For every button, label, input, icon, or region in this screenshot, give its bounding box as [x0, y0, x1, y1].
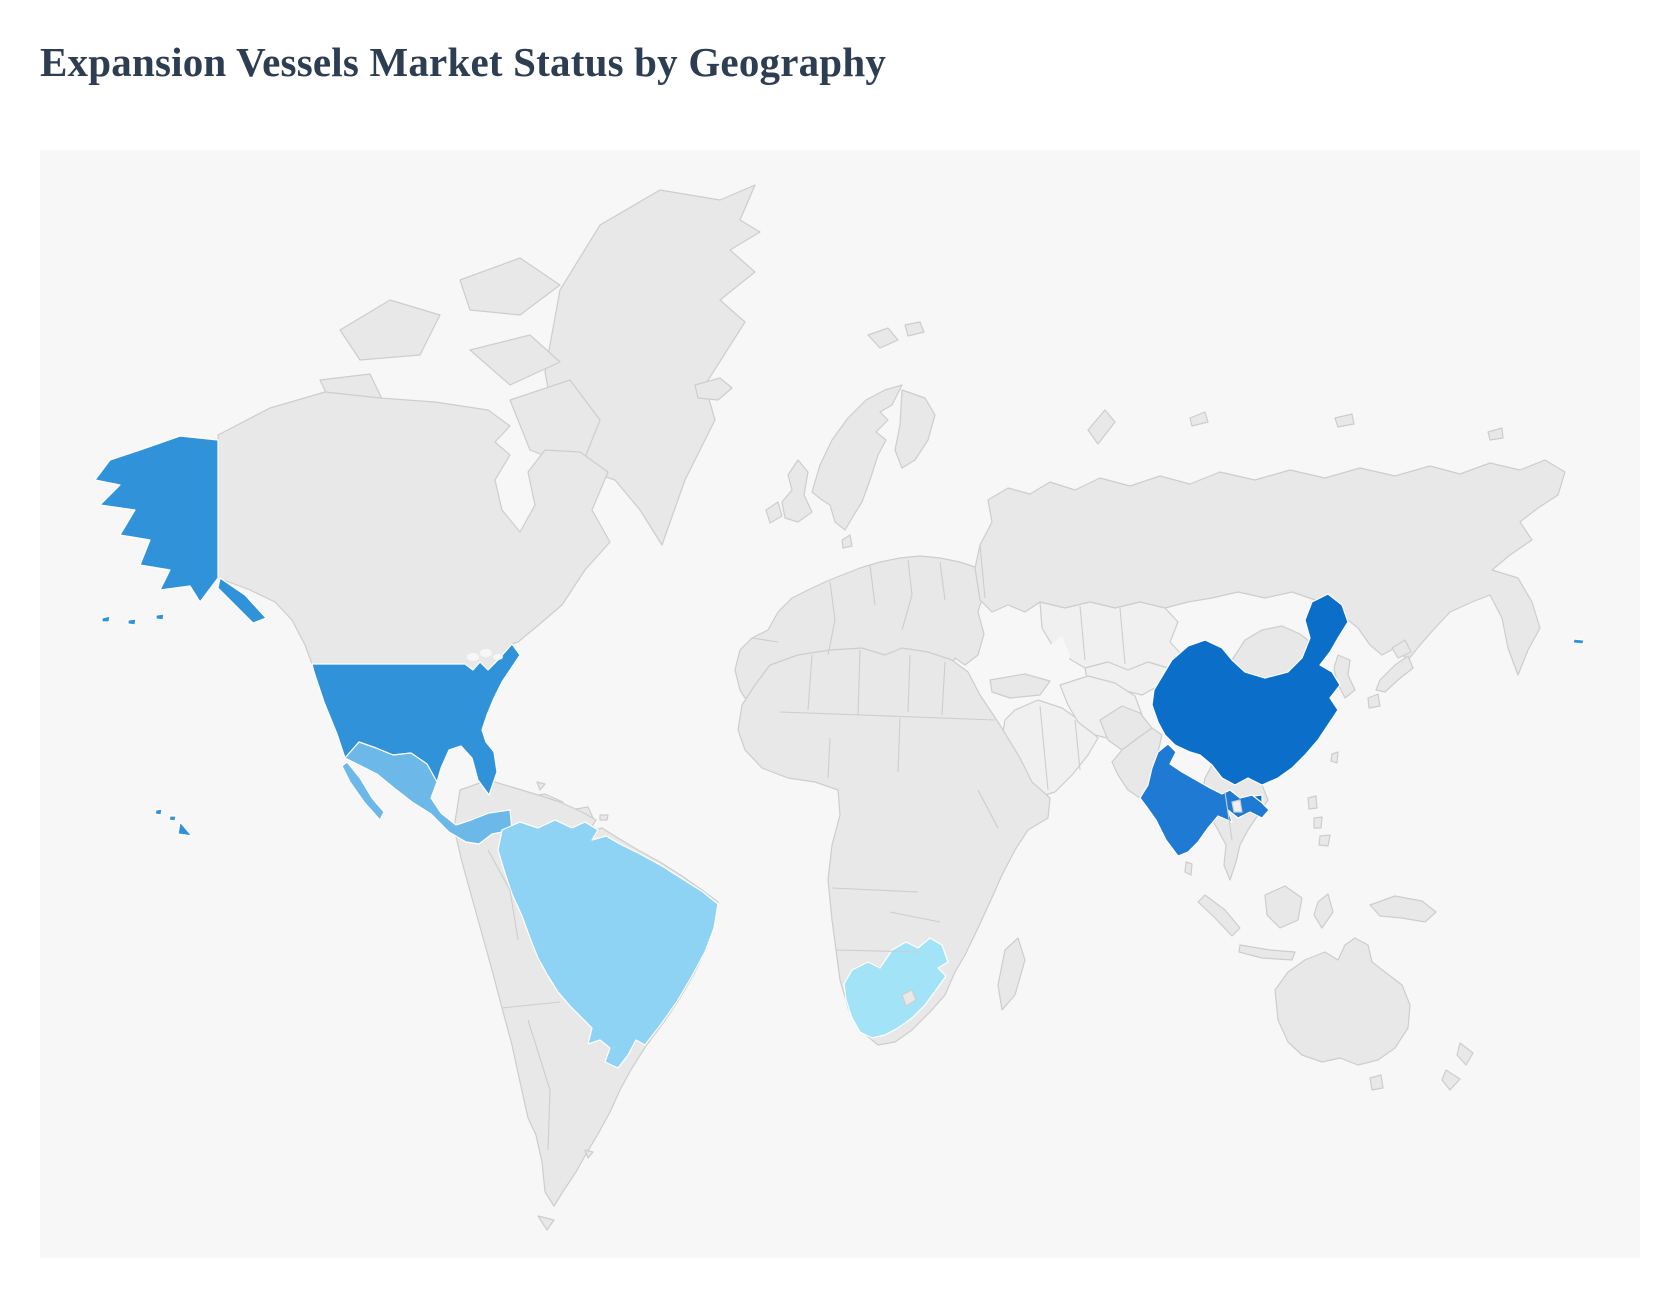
- country-lesotho[interactable]: [901, 989, 917, 1007]
- country-iceland[interactable]: [694, 377, 733, 401]
- country-japan[interactable]: [1367, 693, 1381, 709]
- country-bahamas[interactable]: [536, 781, 546, 791]
- country-philippines[interactable]: [1313, 816, 1323, 829]
- country-russia[interactable]: [974, 459, 1566, 676]
- country-australia[interactable]: [1274, 937, 1411, 1066]
- country-java[interactable]: [1238, 944, 1296, 961]
- country-puerto-rico[interactable]: [599, 814, 609, 821]
- country-canada-arctic-island[interactable]: [339, 299, 441, 361]
- country-canada-arctic-island[interactable]: [459, 257, 561, 316]
- country-africa[interactable]: [737, 647, 1051, 1046]
- country-usa-hawaii[interactable]: [154, 808, 193, 837]
- country-canada-baffin[interactable]: [509, 379, 601, 471]
- country-turkey[interactable]: [989, 673, 1051, 699]
- country-sri-lanka[interactable]: [1184, 861, 1193, 876]
- country-sumatra[interactable]: [1197, 894, 1241, 937]
- country-border-lines: [487, 544, 1233, 1151]
- country-svalbard[interactable]: [904, 321, 925, 337]
- world-map-panel: [40, 150, 1640, 1258]
- lake-great-lakes: [480, 649, 492, 657]
- lake-great-lakes: [493, 654, 503, 660]
- country-madagascar[interactable]: [997, 937, 1026, 1011]
- lake-great-lakes: [467, 653, 479, 661]
- country-canada-arctic-island[interactable]: [469, 334, 561, 386]
- country-tierra-del-fuego[interactable]: [537, 1215, 555, 1231]
- lake-caspian-sea: [1047, 636, 1070, 690]
- country-svalbard[interactable]: [867, 327, 899, 349]
- country-novaya-zemlya[interactable]: [1087, 409, 1116, 445]
- country-scandinavia[interactable]: [811, 384, 903, 531]
- country-falkland-islands[interactable]: [584, 1149, 594, 1159]
- country-ireland[interactable]: [765, 501, 783, 524]
- country-arctic-island[interactable]: [1334, 413, 1355, 428]
- country-india[interactable]: [1139, 743, 1270, 857]
- country-borneo[interactable]: [1264, 885, 1303, 929]
- country-finland[interactable]: [894, 389, 936, 469]
- country-japan[interactable]: [1375, 655, 1414, 693]
- country-brazil[interactable]: [497, 819, 719, 1069]
- country-mexico-baja[interactable]: [341, 761, 385, 821]
- country-philippines[interactable]: [1307, 795, 1318, 810]
- country-new-zealand[interactable]: [1441, 1069, 1461, 1091]
- country-denmark[interactable]: [841, 534, 853, 549]
- country-greenland[interactable]: [544, 184, 761, 546]
- country-south-africa[interactable]: [843, 937, 949, 1039]
- country-china[interactable]: [1151, 593, 1349, 786]
- lake-black-sea: [988, 640, 1038, 662]
- country-wrangel-island[interactable]: [1487, 427, 1504, 441]
- page-title: Expansion Vessels Market Status by Geogr…: [40, 39, 887, 85]
- country-usa-pacific-island[interactable]: [1572, 638, 1585, 645]
- country-tasmania[interactable]: [1369, 1074, 1384, 1091]
- world-choropleth-map: [40, 150, 1640, 1258]
- country-arctic-island[interactable]: [1189, 411, 1209, 427]
- country-korea[interactable]: [1333, 654, 1356, 699]
- country-mexico[interactable]: [344, 741, 513, 845]
- country-usa-alaska-panhandle[interactable]: [217, 577, 267, 624]
- country-united-kingdom[interactable]: [781, 459, 813, 523]
- country-sulawesi[interactable]: [1313, 893, 1334, 929]
- country-philippines[interactable]: [1318, 834, 1331, 847]
- country-usa-aleutians[interactable]: [101, 613, 165, 626]
- country-taiwan[interactable]: [1330, 751, 1339, 764]
- country-new-zealand[interactable]: [1456, 1042, 1474, 1066]
- country-bangladesh[interactable]: [1231, 799, 1243, 813]
- country-japan[interactable]: [1391, 639, 1412, 659]
- country-new-guinea[interactable]: [1369, 895, 1437, 923]
- country-usa-alaska[interactable]: [94, 435, 219, 603]
